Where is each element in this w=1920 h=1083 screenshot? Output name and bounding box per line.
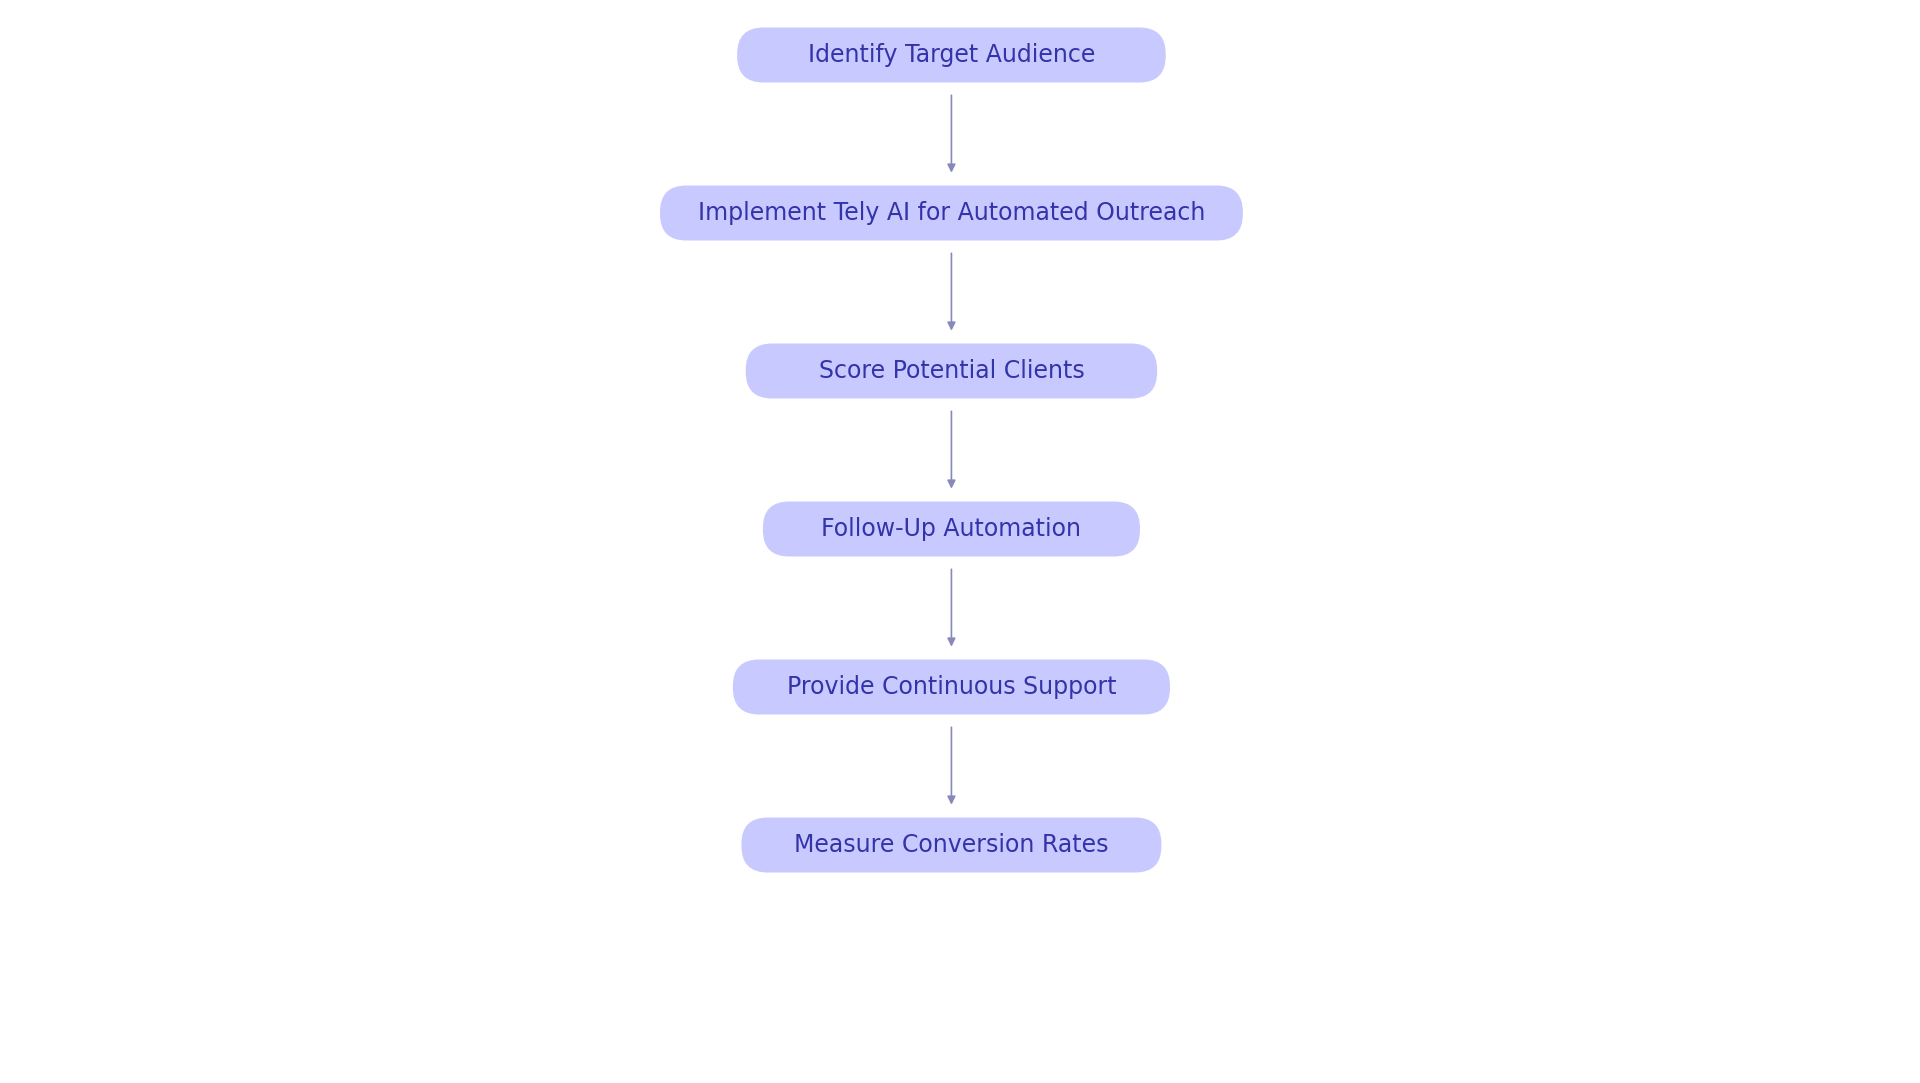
- Text: Score Potential Clients: Score Potential Clients: [818, 358, 1085, 383]
- FancyBboxPatch shape: [762, 501, 1140, 557]
- FancyBboxPatch shape: [660, 185, 1242, 240]
- FancyBboxPatch shape: [737, 27, 1165, 82]
- FancyBboxPatch shape: [745, 343, 1158, 399]
- FancyBboxPatch shape: [733, 660, 1169, 715]
- Text: Follow-Up Automation: Follow-Up Automation: [822, 517, 1081, 542]
- Text: Identify Target Audience: Identify Target Audience: [808, 43, 1094, 67]
- FancyBboxPatch shape: [741, 818, 1162, 873]
- Text: Provide Continuous Support: Provide Continuous Support: [787, 675, 1116, 699]
- Text: Measure Conversion Rates: Measure Conversion Rates: [795, 833, 1108, 857]
- Text: Implement Tely AI for Automated Outreach: Implement Tely AI for Automated Outreach: [697, 201, 1206, 225]
